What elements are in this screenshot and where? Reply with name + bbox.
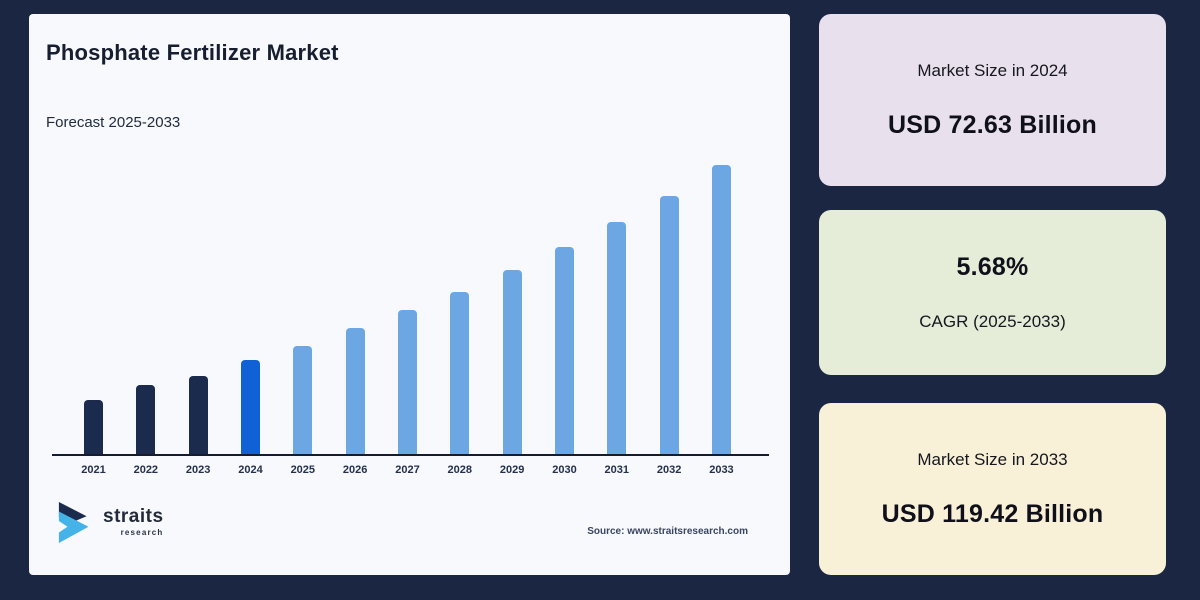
bar-2029 [502, 270, 522, 454]
bar-2026 [345, 328, 365, 454]
x-tick-2029: 2029 [499, 464, 525, 476]
market-size-2024-label: Market Size in 2024 [917, 60, 1068, 80]
bar-2023 [188, 376, 208, 454]
page-title: Phosphate Fertilizer Market [46, 40, 339, 65]
logo-text: straits research [103, 507, 164, 537]
bar-chart [52, 144, 769, 454]
source-text: Source: www.straitsresearch.com [587, 526, 748, 537]
bar-2031 [607, 222, 627, 454]
cagr-value: 5.68% [956, 253, 1029, 281]
cagr-label: CAGR (2025-2033) [919, 312, 1066, 331]
x-tick-2033: 2033 [709, 464, 734, 476]
logo-brand-text: straits [103, 506, 164, 527]
x-tick-2023: 2023 [185, 464, 211, 476]
card-cagr: 5.68% CAGR (2025-2033) [819, 210, 1166, 375]
logo-sub-text: research [120, 528, 164, 537]
bar-2021 [84, 400, 103, 454]
card-market-size-2024: Market Size in 2024 USD 72.63 Billion [819, 14, 1166, 186]
x-tick-2026: 2026 [342, 464, 368, 476]
brand-logo: straits research [57, 500, 164, 544]
x-tick-2025: 2025 [290, 464, 316, 476]
x-tick-2022: 2022 [133, 464, 159, 476]
bar-2022 [136, 385, 156, 454]
bar-2024 [240, 360, 260, 454]
straits-arrow-icon [58, 501, 89, 543]
x-axis-line [52, 454, 769, 456]
card-market-size-2033: Market Size in 2033 USD 119.42 Billion [819, 403, 1166, 575]
x-tick-2028: 2028 [447, 464, 473, 476]
market-size-2033-label: Market Size in 2033 [917, 449, 1068, 469]
bar-2030 [554, 247, 574, 454]
market-size-2024-value: USD 72.63 Billion [887, 110, 1097, 139]
x-tick-2031: 2031 [604, 464, 630, 476]
bar-2027 [397, 310, 417, 454]
bar-2025 [293, 346, 313, 454]
bar-2028 [450, 292, 470, 454]
market-size-2033-value: USD 119.42 Billion [881, 499, 1104, 528]
forecast-subtitle: Forecast 2025-2033 [46, 114, 181, 131]
x-tick-2032: 2032 [656, 464, 682, 476]
bar-2032 [659, 196, 679, 454]
x-axis-labels: 2021 2022 2023 2024 2025 2026 2027 2028 2029 2030… [52, 464, 769, 480]
x-tick-2024: 2024 [238, 464, 263, 476]
x-tick-2021: 2021 [81, 464, 106, 476]
bar-2033 [711, 165, 731, 454]
x-tick-2030: 2030 [552, 464, 577, 476]
chart-panel: Phosphate Fertilizer Market Forecast 202… [29, 14, 790, 575]
x-tick-2027: 2027 [395, 464, 420, 476]
